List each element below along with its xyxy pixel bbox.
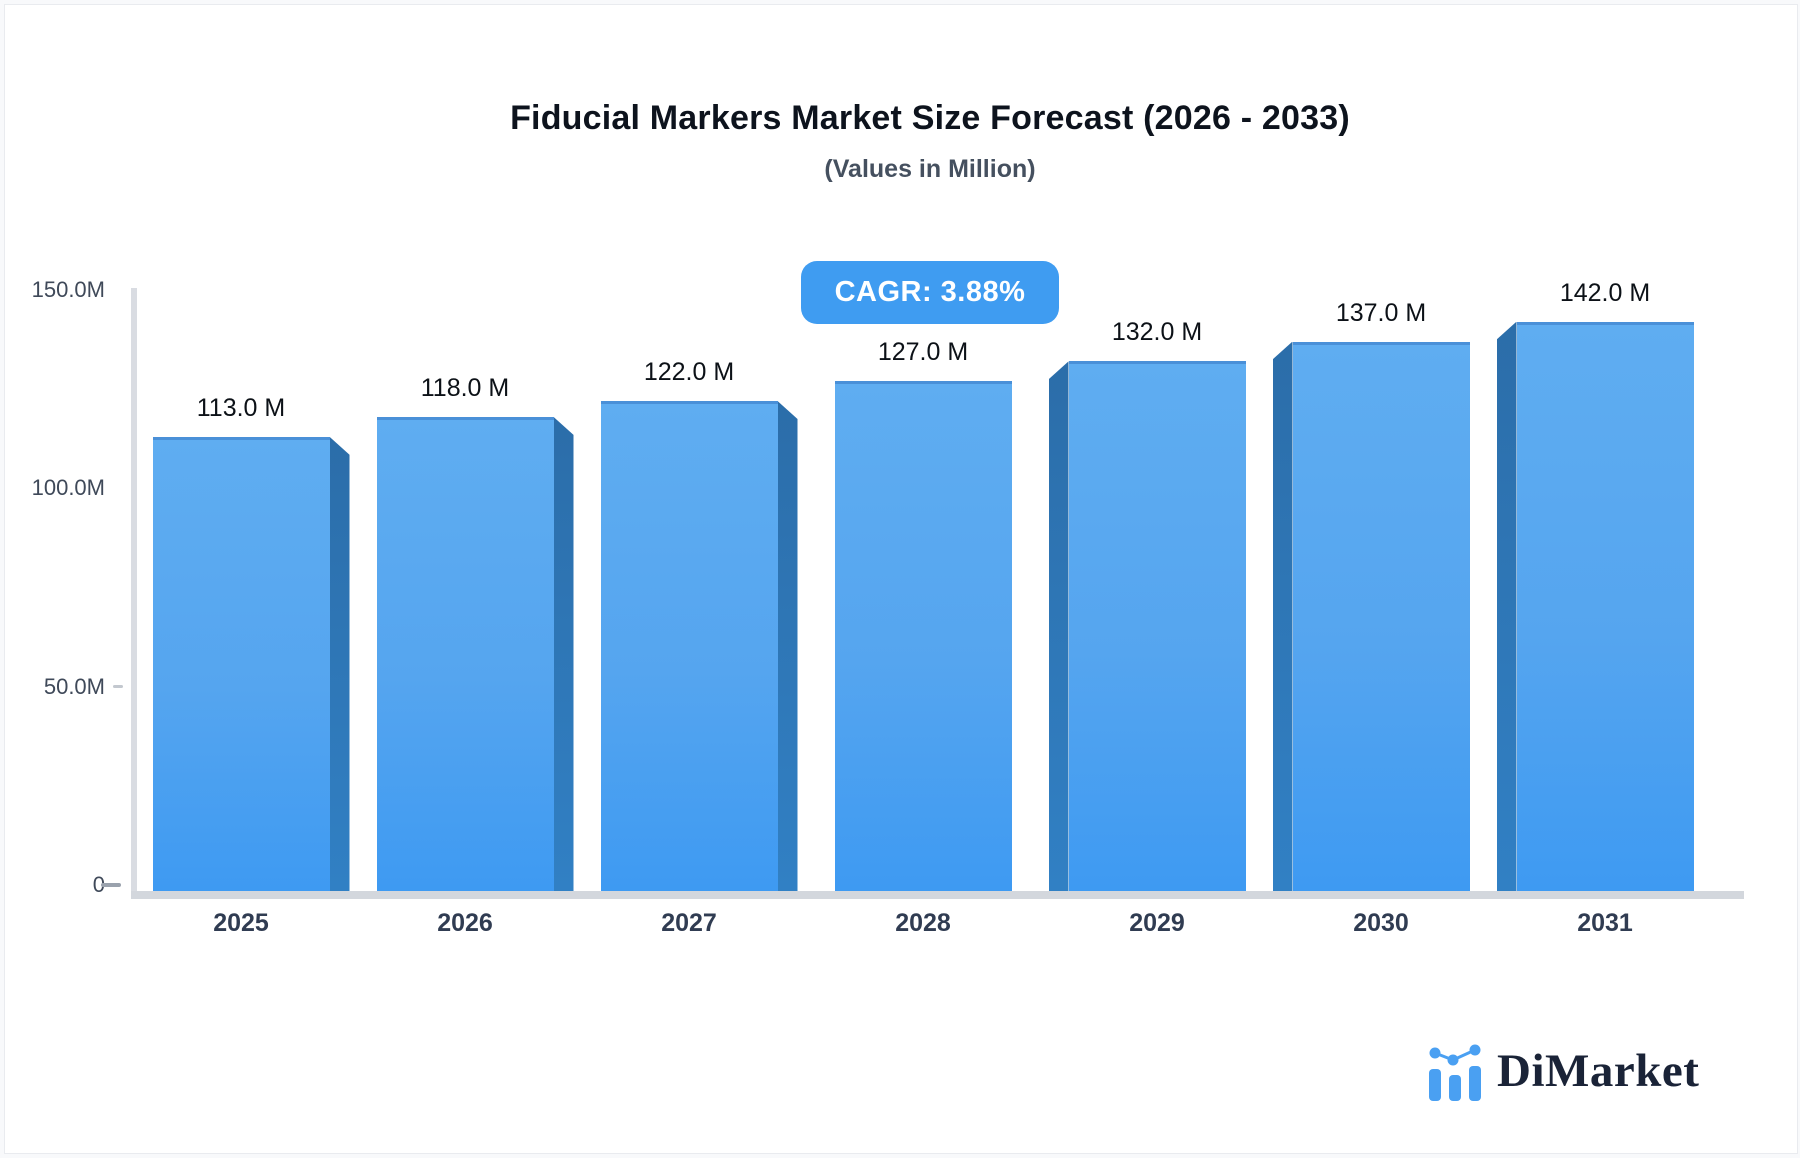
bar-side-2029[interactable] xyxy=(1048,361,1069,891)
bar-side-2026[interactable] xyxy=(553,416,574,891)
chart-title: Fiducial Markers Market Size Forecast (2… xyxy=(510,99,1350,137)
x-axis-line xyxy=(131,891,1744,899)
x-axis-label-2025: 2025 xyxy=(213,909,269,937)
bar-value-label: 142.0 M xyxy=(1559,278,1651,307)
y-axis-label: 50.0M xyxy=(43,673,105,699)
y-axis-label: 150.0M xyxy=(31,276,105,302)
bar-2026[interactable] xyxy=(376,416,554,891)
dimarket-logo: DiMarket xyxy=(1427,1041,1699,1101)
bar-2029[interactable] xyxy=(1068,361,1246,891)
bar-value-label: 132.0 M xyxy=(1111,318,1203,347)
bar-value-label: 122.0 M xyxy=(643,358,735,387)
bar-2030[interactable] xyxy=(1292,341,1470,891)
x-axis-label-2027: 2027 xyxy=(661,909,717,937)
x-axis-label-2029: 2029 xyxy=(1129,909,1185,937)
chart-subtitle: (Values in Million) xyxy=(824,155,1036,183)
x-axis-label-2028: 2028 xyxy=(895,909,951,937)
bar-side-2027[interactable] xyxy=(777,401,798,891)
y-axis-label: 100.0M xyxy=(31,475,105,501)
y-axis-line xyxy=(131,288,137,899)
bar-value-label: 118.0 M xyxy=(420,373,510,402)
y-axis-tick xyxy=(113,684,123,688)
bar-chart-plot: 150.0M 100.0M 50.0M 0 113.0 M 2025 118.0 M 2026… xyxy=(5,5,1797,1153)
cagr-badge-row: CAGR: 3.88% xyxy=(55,261,1797,324)
cagr-badge: CAGR: 3.88% xyxy=(800,261,1060,324)
bar-side-2031[interactable] xyxy=(1496,321,1517,891)
bar-2031[interactable] xyxy=(1516,321,1694,891)
bar-value-label: 113.0 M xyxy=(196,393,286,422)
bar-value-label: 137.0 M xyxy=(1335,298,1427,327)
bar-side-2030[interactable] xyxy=(1272,341,1293,891)
y-axis-label: 0 xyxy=(92,872,105,897)
bar-2025[interactable] xyxy=(152,436,330,891)
bar-2027[interactable] xyxy=(600,401,778,891)
dimarket-logo-icon xyxy=(1429,1044,1481,1101)
bar-value-label: 127.0 M xyxy=(877,338,969,367)
bar-side-2025[interactable] xyxy=(329,436,350,891)
x-axis-label-2030: 2030 xyxy=(1353,909,1409,937)
chart-card: Fiducial Markers Market Size Forecast (2… xyxy=(4,4,1798,1154)
x-axis-label-2026: 2026 xyxy=(437,909,493,937)
dimarket-logo-text: DiMarket xyxy=(1497,1045,1700,1097)
bar-2028[interactable] xyxy=(834,381,1012,891)
x-axis-label-2031: 2031 xyxy=(1577,909,1633,937)
y-axis-tick xyxy=(101,883,121,887)
